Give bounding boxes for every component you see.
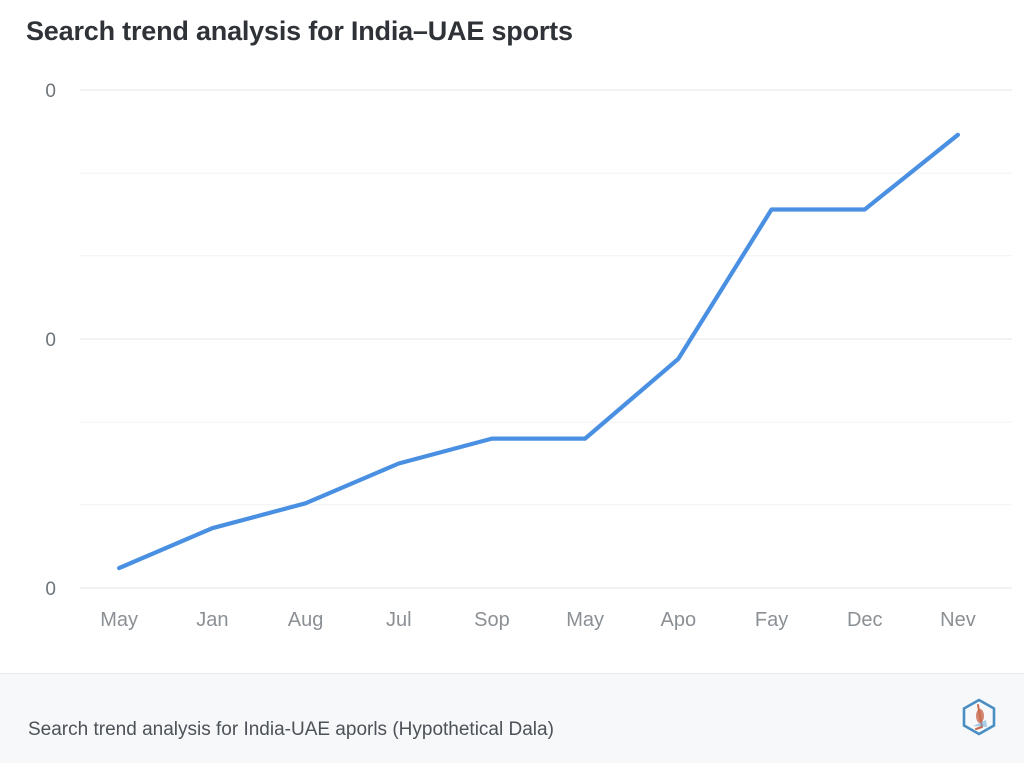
series-line (116, 132, 961, 571)
x-axis-tick-label: Apo (661, 609, 697, 631)
footer-caption: Search trend analysis for India-UAE apor… (28, 719, 554, 740)
x-axis-tick-label: Nev (940, 609, 976, 631)
x-axis-tick-label: Fay (755, 609, 788, 631)
x-axis-tick-label: Jan (196, 609, 228, 631)
x-axis-tick-label: May (100, 609, 138, 631)
y-axis-tick-label: 0 (45, 579, 56, 600)
x-axis-tick-label: Jul (386, 609, 412, 631)
y-axis-tick-label: 0 (45, 330, 56, 351)
line-chart-svg: 0 0 0 May Jan Aug Jul Sop May Apo Fay Dec Nev (45, 81, 1012, 631)
page-title: Search trend analysis for India–UAE spor… (26, 16, 573, 46)
x-axis-tick-label: Dec (847, 609, 883, 631)
chart-plot-area: 0 0 0 May Jan Aug Jul Sop May Apo Fay Dec Nev (0, 62, 1024, 672)
brand-hexagon-logo-icon (962, 698, 996, 736)
x-axis-tick-labels: May Jan Aug Jul Sop May Apo Fay Dec Nev (100, 609, 975, 631)
x-axis-tick-label: Aug (288, 609, 324, 631)
y-axis-tick-label: 0 (45, 81, 56, 102)
brand-hexagon-logo (956, 696, 1002, 742)
y-axis-tick-labels: 0 0 0 (45, 81, 56, 600)
x-axis-tick-label: May (566, 609, 604, 631)
footer-bar: Search trend analysis for India-UAE apor… (0, 673, 1024, 763)
series-lines (116, 132, 961, 571)
gridlines (80, 89, 1012, 589)
x-axis-tick-label: Sop (474, 609, 510, 631)
